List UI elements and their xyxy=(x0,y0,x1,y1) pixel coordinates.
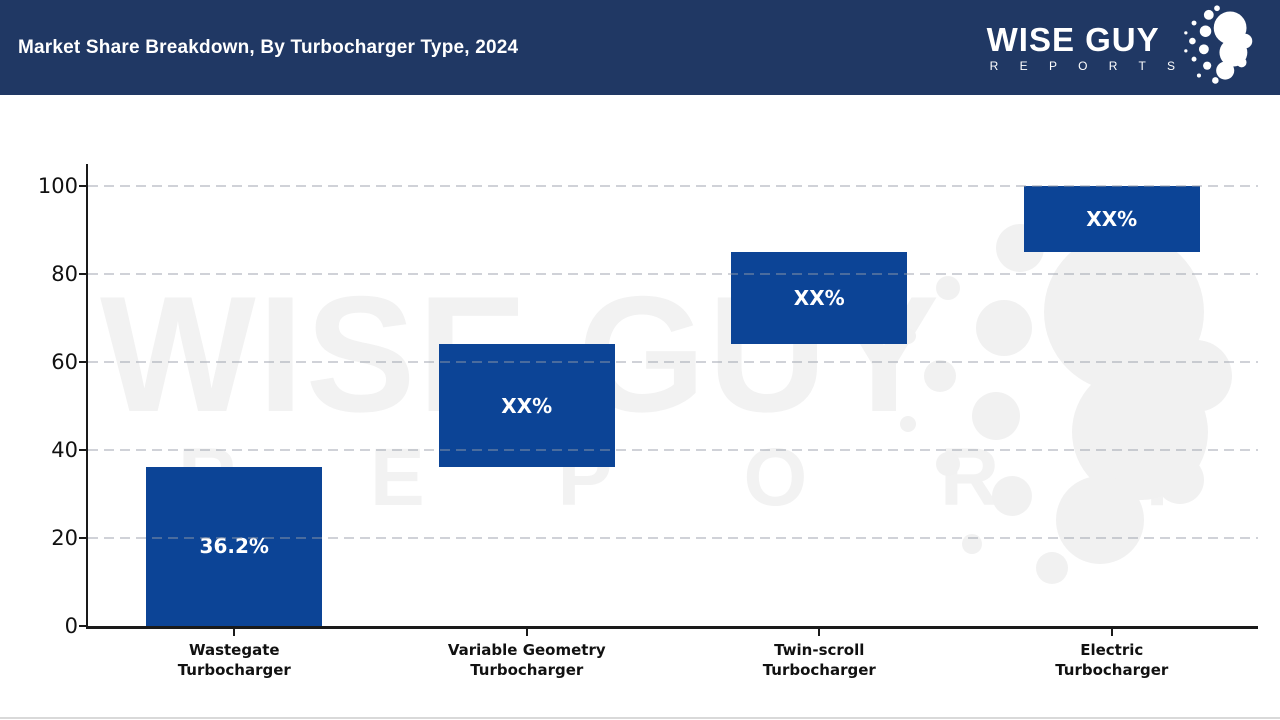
y-tick-mark xyxy=(79,449,87,451)
x-category-label: Electric Turbocharger xyxy=(1055,641,1169,679)
x-category-label: Twin-scroll Turbocharger xyxy=(762,641,876,679)
bar-segment: 36.2% xyxy=(146,466,323,626)
logo-wordmark: WISE GUY xyxy=(986,20,1160,58)
watermark-head-icon xyxy=(900,202,1232,584)
dotted-head-icon xyxy=(1184,4,1253,84)
bar-segment: XX% xyxy=(1023,186,1200,252)
x-axis-line xyxy=(86,626,1258,629)
x-tick-mark xyxy=(525,629,528,636)
logo-text: WISE GUY R E P O R T S xyxy=(987,23,1184,73)
bar-segment: XX% xyxy=(438,344,615,467)
y-tick-mark xyxy=(79,625,87,627)
x-category-label: Variable Geometry Turbocharger xyxy=(447,641,606,679)
x-category-label: Wastegate Turbocharger xyxy=(177,641,291,679)
footer-divider xyxy=(0,717,1280,719)
y-tick-label: 60 xyxy=(51,350,78,374)
bar-value-label: 36.2% xyxy=(199,534,269,559)
y-tick-mark xyxy=(79,537,87,539)
bar-value-label: XX% xyxy=(501,393,553,418)
bar-value-label: XX% xyxy=(1086,207,1138,231)
x-tick-mark xyxy=(1110,629,1113,636)
y-tick-label: 0 xyxy=(64,614,78,638)
x-tick-mark xyxy=(818,629,821,636)
chart-title: Market Share Breakdown, By Turbocharger … xyxy=(18,36,519,58)
y-axis-line xyxy=(86,164,88,628)
y-tick-label: 40 xyxy=(51,438,78,462)
y-tick-mark xyxy=(79,185,87,187)
y-tick-mark xyxy=(79,361,87,363)
bar-value-label: XX% xyxy=(793,286,845,311)
gridline xyxy=(88,361,1258,363)
wise-guy-logo: WISE GUY R E P O R T S xyxy=(987,4,1258,87)
gridline xyxy=(88,185,1258,187)
x-tick-mark xyxy=(233,629,236,636)
gridline xyxy=(88,273,1258,275)
y-tick-mark xyxy=(79,273,87,275)
gridline xyxy=(88,537,1258,539)
y-tick-label: 20 xyxy=(51,526,78,550)
logo-subtitle: R E P O R T S xyxy=(989,58,1184,73)
gridline xyxy=(88,449,1258,451)
y-tick-label: 100 xyxy=(37,174,78,198)
bar-segment: XX% xyxy=(731,252,908,345)
header-band: Market Share Breakdown, By Turbocharger … xyxy=(0,0,1280,95)
y-tick-label: 80 xyxy=(51,262,78,286)
